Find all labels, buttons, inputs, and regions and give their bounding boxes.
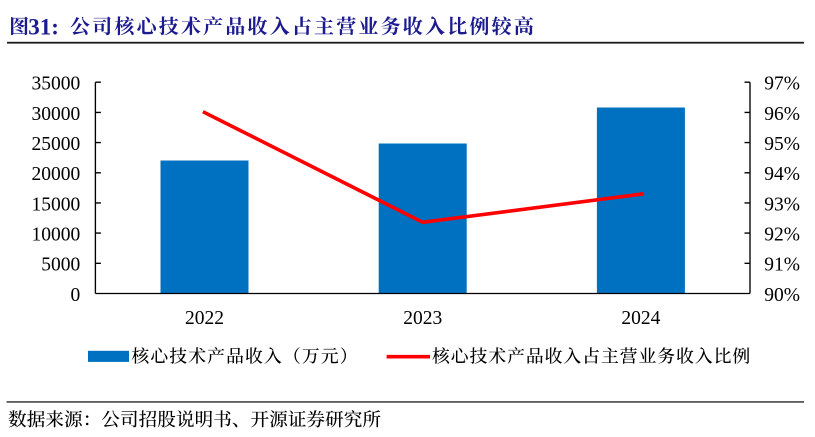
svg-text:92%: 92%: [764, 225, 800, 246]
svg-text:0: 0: [70, 285, 80, 306]
svg-text:90%: 90%: [764, 285, 800, 306]
svg-text:15000: 15000: [31, 194, 80, 215]
svg-text:2022: 2022: [185, 308, 224, 329]
svg-text:2023: 2023: [403, 308, 442, 329]
svg-text:31:: 31:: [28, 15, 59, 40]
svg-text:25000: 25000: [31, 134, 80, 155]
svg-text:93%: 93%: [764, 194, 800, 215]
svg-text:35000: 35000: [31, 74, 80, 95]
svg-text:97%: 97%: [764, 74, 800, 95]
svg-text:95%: 95%: [764, 134, 800, 155]
svg-text:20000: 20000: [31, 164, 80, 185]
svg-text:2024: 2024: [621, 308, 660, 329]
svg-text:5000: 5000: [41, 255, 80, 276]
svg-text:91%: 91%: [764, 255, 800, 276]
svg-text:96%: 96%: [764, 104, 800, 125]
svg-text:10000: 10000: [31, 225, 80, 246]
svg-text:94%: 94%: [764, 164, 800, 185]
svg-text:30000: 30000: [31, 104, 80, 125]
